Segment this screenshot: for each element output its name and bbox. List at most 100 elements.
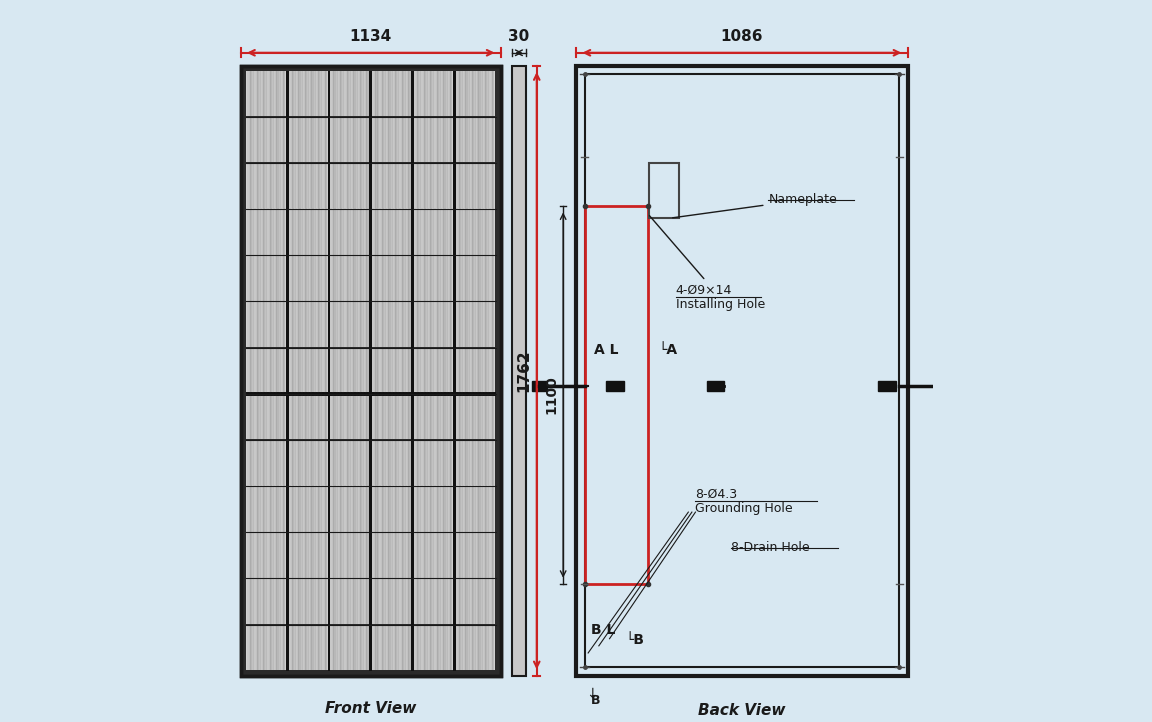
Bar [311, 533, 313, 578]
Bar [488, 533, 491, 578]
Bar [298, 533, 301, 578]
Bar [475, 163, 478, 209]
Bar [359, 163, 362, 209]
Bar [472, 440, 475, 486]
Bar [247, 394, 287, 440]
Bar [485, 394, 487, 440]
Bar [485, 163, 487, 209]
Bar [314, 71, 317, 116]
Bar [376, 71, 378, 116]
Bar [440, 71, 442, 116]
Bar [455, 440, 495, 486]
Bar [478, 394, 480, 440]
Bar [372, 394, 374, 440]
Bar [427, 163, 430, 209]
Bar [482, 440, 484, 486]
Bar [417, 256, 419, 301]
Bar [288, 256, 328, 301]
Bar [469, 625, 471, 670]
Bar [404, 118, 407, 162]
Bar [437, 163, 439, 209]
Bar [492, 394, 494, 440]
Bar [420, 348, 423, 393]
Bar [402, 348, 404, 393]
Bar [469, 302, 471, 347]
Bar [343, 533, 346, 578]
Bar [247, 533, 287, 578]
Bar [276, 209, 279, 255]
Bar [404, 71, 407, 116]
Bar [420, 302, 423, 347]
Bar [469, 71, 471, 116]
Bar [359, 209, 362, 255]
Bar [584, 206, 647, 584]
Bar [266, 163, 268, 209]
Bar [478, 302, 480, 347]
Bar [247, 163, 287, 209]
Bar [444, 348, 446, 393]
Bar [270, 394, 272, 440]
Bar [288, 302, 290, 347]
Bar [347, 533, 349, 578]
Bar [482, 487, 484, 531]
Bar [447, 533, 449, 578]
Bar [359, 579, 362, 624]
Bar [433, 625, 435, 670]
Bar [444, 209, 446, 255]
Bar [417, 209, 419, 255]
Bar [321, 256, 324, 301]
Bar [247, 209, 249, 255]
Bar [482, 118, 484, 162]
Bar [314, 533, 317, 578]
Bar [492, 487, 494, 531]
Bar [465, 533, 468, 578]
Bar [270, 579, 272, 624]
Text: 30: 30 [508, 29, 530, 44]
Bar [376, 348, 378, 393]
Bar [414, 209, 416, 255]
Bar [263, 487, 265, 531]
Bar [247, 256, 249, 301]
Bar [478, 209, 480, 255]
Bar [465, 71, 468, 116]
Bar [482, 625, 484, 670]
Bar [440, 209, 442, 255]
Bar [492, 579, 494, 624]
Bar [354, 71, 356, 116]
Bar [291, 394, 294, 440]
Bar [298, 71, 301, 116]
Bar [450, 163, 453, 209]
Bar [333, 163, 335, 209]
Bar [379, 348, 381, 393]
Bar [247, 440, 287, 486]
Bar [321, 302, 324, 347]
Bar [408, 579, 410, 624]
Bar [485, 487, 487, 531]
Bar [357, 209, 359, 255]
Bar [266, 118, 268, 162]
Bar [399, 209, 401, 255]
Bar [462, 579, 464, 624]
Bar [414, 256, 416, 301]
Bar [465, 348, 468, 393]
Bar [363, 118, 365, 162]
Bar [325, 440, 327, 486]
Bar [475, 348, 478, 393]
Bar [414, 71, 416, 116]
Bar [247, 579, 249, 624]
Bar [354, 163, 356, 209]
Bar [478, 579, 480, 624]
Bar [270, 163, 272, 209]
Bar [357, 440, 359, 486]
Bar [447, 118, 449, 162]
Bar [288, 209, 290, 255]
Bar [450, 302, 453, 347]
Bar [472, 533, 475, 578]
Bar [359, 440, 362, 486]
Bar [424, 348, 426, 393]
Bar [253, 209, 256, 255]
Bar [333, 256, 335, 301]
Bar [247, 487, 249, 531]
Bar [260, 302, 263, 347]
Bar [379, 71, 381, 116]
